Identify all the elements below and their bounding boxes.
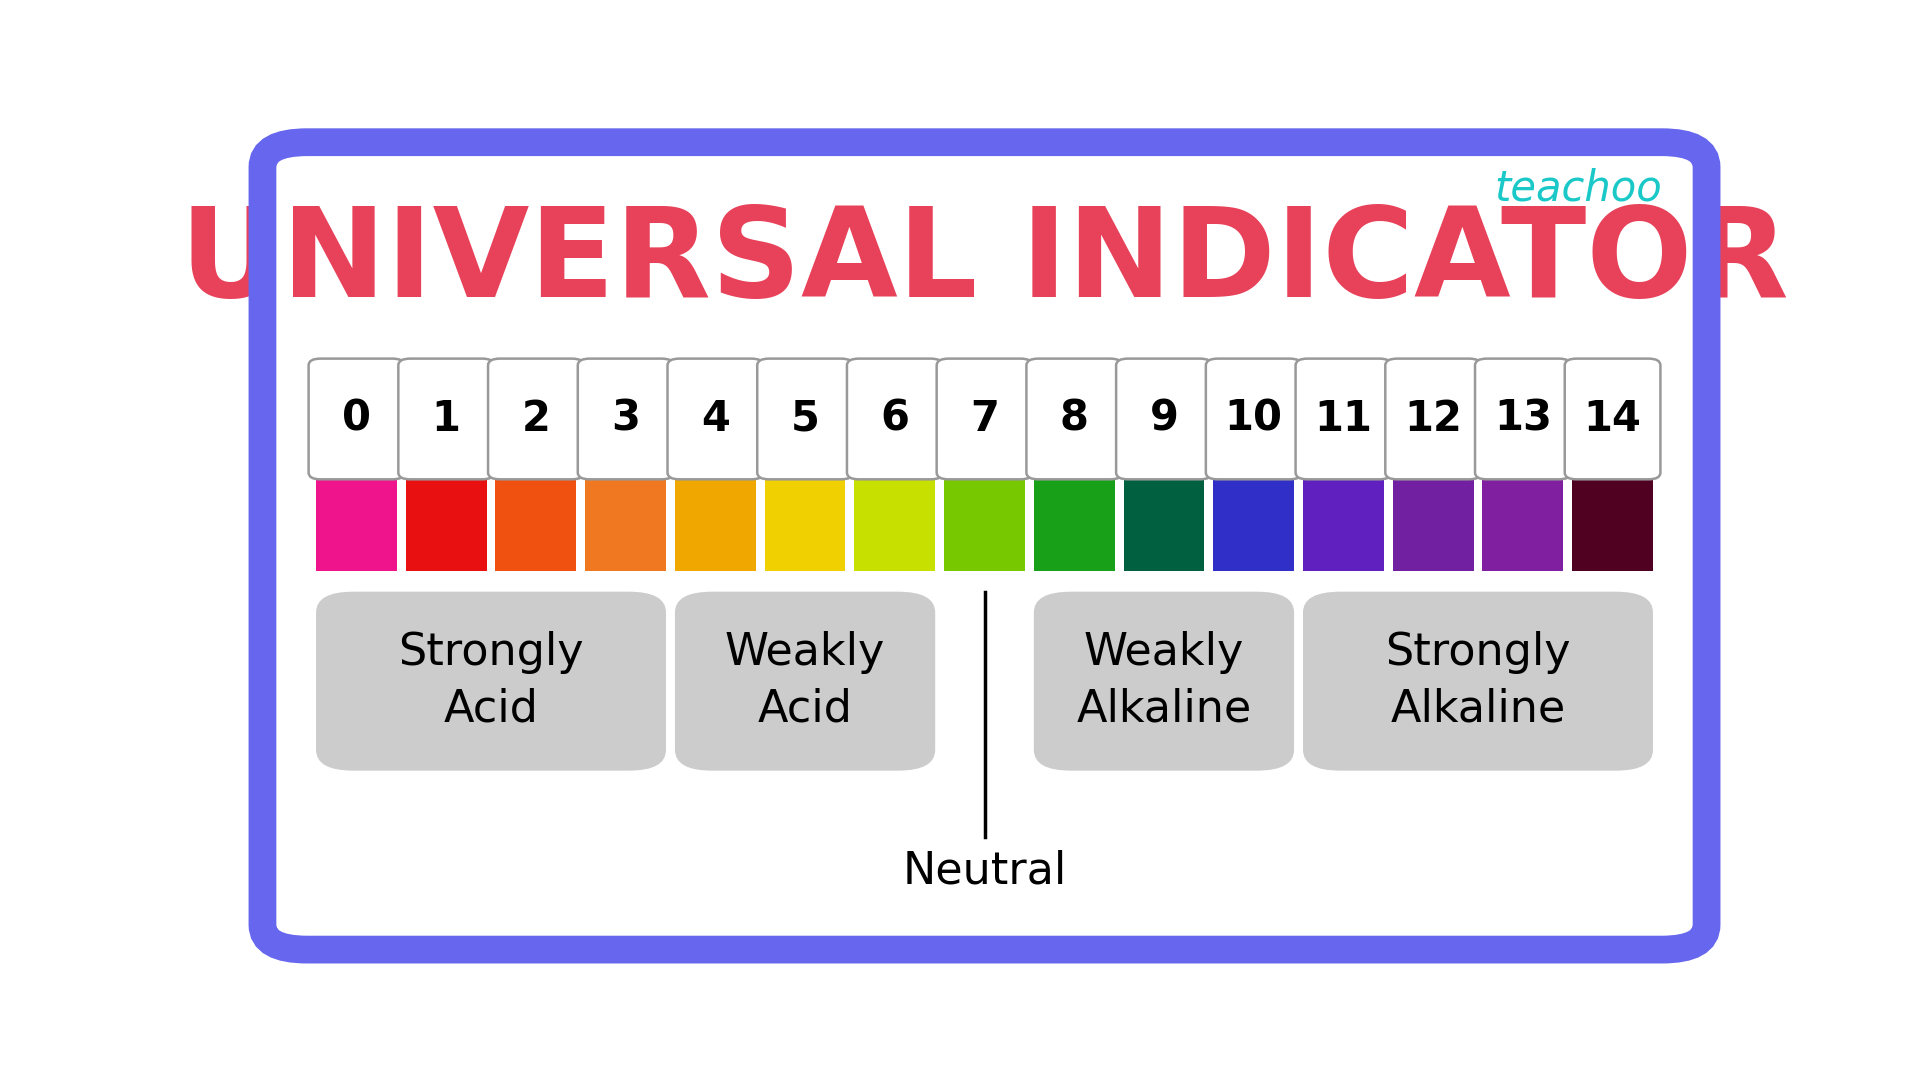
FancyBboxPatch shape [405, 476, 486, 571]
Text: Weakly
Acid: Weakly Acid [724, 631, 886, 731]
FancyBboxPatch shape [1033, 476, 1114, 571]
Text: 2: 2 [521, 398, 549, 440]
FancyBboxPatch shape [1033, 591, 1295, 771]
FancyBboxPatch shape [855, 476, 936, 571]
Text: 1: 1 [432, 398, 461, 440]
Text: Weakly
Alkaline: Weakly Alkaline [1076, 631, 1252, 731]
FancyBboxPatch shape [1566, 359, 1660, 479]
FancyBboxPatch shape [943, 476, 1026, 571]
Text: 3: 3 [611, 398, 640, 440]
FancyBboxPatch shape [1302, 476, 1383, 571]
Text: Strongly
Acid: Strongly Acid [398, 631, 584, 731]
Text: 12: 12 [1404, 398, 1462, 440]
FancyBboxPatch shape [1385, 359, 1481, 479]
Text: 0: 0 [342, 398, 371, 440]
FancyBboxPatch shape [398, 359, 494, 479]
Text: 6: 6 [880, 398, 909, 440]
FancyBboxPatch shape [1393, 476, 1473, 571]
FancyBboxPatch shape [1483, 476, 1564, 571]
Text: 10: 10 [1226, 398, 1283, 440]
FancyBboxPatch shape [757, 359, 853, 479]
FancyBboxPatch shape [586, 476, 667, 571]
Text: Neutral: Neutral [903, 850, 1066, 893]
Text: 5: 5 [791, 398, 820, 440]
Text: teachoo: teachoo [1495, 168, 1662, 210]
FancyBboxPatch shape [1571, 476, 1652, 571]
FancyBboxPatch shape [1026, 359, 1122, 479]
FancyBboxPatch shape [937, 359, 1032, 479]
Text: UNIVERSAL INDICATOR: UNIVERSAL INDICATOR [181, 202, 1788, 323]
Text: 11: 11 [1314, 398, 1372, 440]
Text: 14: 14 [1583, 398, 1642, 440]
FancyBboxPatch shape [488, 359, 584, 479]
FancyBboxPatch shape [847, 359, 943, 479]
Text: 7: 7 [970, 398, 999, 440]
FancyBboxPatch shape [1475, 359, 1571, 479]
Text: 9: 9 [1149, 398, 1178, 440]
FancyBboxPatch shape [496, 476, 576, 571]
FancyBboxPatch shape [578, 359, 674, 479]
FancyBboxPatch shape [674, 476, 755, 571]
FancyBboxPatch shape [765, 476, 845, 571]
FancyBboxPatch shape [1295, 359, 1391, 479]
FancyBboxPatch shape [674, 591, 936, 771]
FancyBboxPatch shape [309, 359, 403, 479]
FancyBboxPatch shape [317, 591, 667, 771]
FancyBboxPatch shape [1302, 591, 1652, 771]
FancyBboxPatch shape [1124, 476, 1204, 571]
Text: 13: 13 [1495, 398, 1552, 440]
FancyBboxPatch shape [317, 476, 398, 571]
FancyBboxPatch shape [667, 359, 763, 479]
Text: Strongly
Alkaline: Strongly Alkaline [1385, 631, 1571, 731]
FancyBboxPatch shape [1214, 476, 1295, 571]
FancyBboxPatch shape [1116, 359, 1212, 479]
Text: 8: 8 [1060, 398, 1089, 440]
FancyBboxPatch shape [1206, 359, 1302, 479]
Text: 4: 4 [701, 398, 730, 440]
